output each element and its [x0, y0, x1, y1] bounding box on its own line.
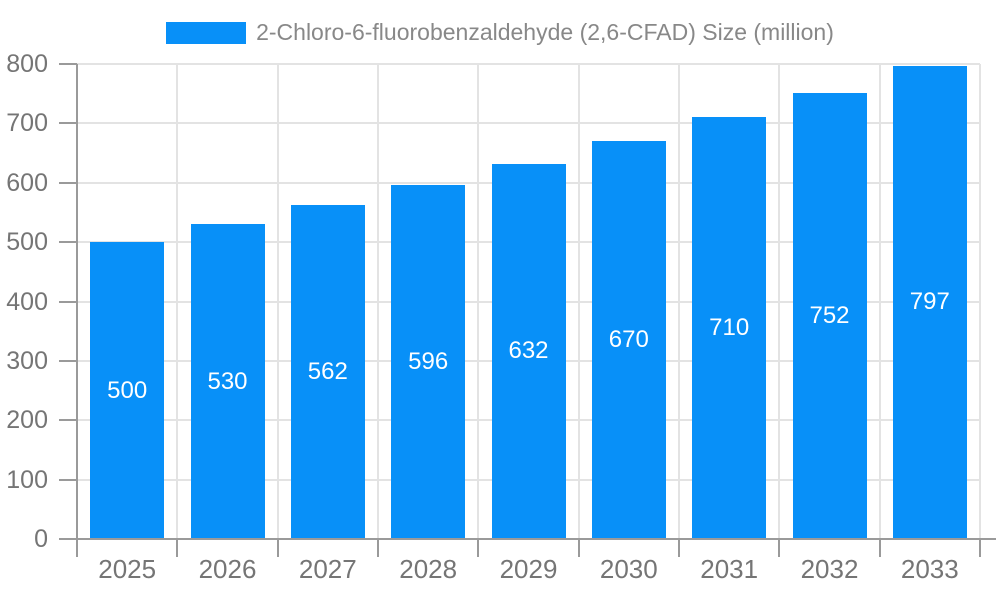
x-tick: [76, 539, 78, 557]
legend-label: 2-Chloro-6-fluorobenzaldehyde (2,6-CFAD)…: [256, 19, 834, 45]
bar-value-label: 797: [909, 288, 950, 316]
x-tick-label: 2026: [198, 554, 257, 584]
y-tick: [59, 122, 77, 125]
v-gridline: [577, 64, 580, 539]
x-tick: [678, 539, 680, 557]
y-tick: [59, 419, 77, 422]
h-gridline: [77, 122, 980, 125]
bar-value-label: 596: [408, 348, 449, 376]
y-tick-label: 800: [6, 50, 48, 78]
bar-value-label: 710: [709, 314, 750, 342]
x-tick-label: 2029: [499, 554, 558, 584]
bar-value-label: 500: [107, 376, 148, 404]
bar-value-label: 562: [307, 358, 348, 386]
bar[interactable]: 562: [290, 205, 365, 539]
x-tick: [276, 539, 279, 557]
bar[interactable]: 752: [792, 92, 867, 539]
x-tick: [577, 539, 580, 557]
v-gridline: [377, 64, 379, 539]
h-gridline: [77, 63, 980, 65]
bar[interactable]: 797: [892, 65, 967, 539]
y-axis-line: [76, 64, 78, 541]
x-tick-label: 2032: [800, 554, 859, 584]
legend-swatch-icon: [166, 21, 247, 44]
y-tick-label: 100: [6, 465, 48, 494]
x-tick-label: 2028: [399, 554, 458, 584]
x-tick: [477, 539, 480, 557]
y-tick-label: 300: [6, 346, 48, 375]
v-gridline: [778, 64, 781, 539]
bar-value-label: 530: [207, 367, 248, 395]
bar[interactable]: 500: [90, 242, 165, 539]
x-tick: [377, 539, 379, 557]
y-tick: [59, 181, 77, 184]
bar-value-label: 670: [608, 326, 649, 354]
v-gridline: [678, 64, 680, 539]
v-gridline: [477, 64, 480, 539]
y-tick-label: 500: [6, 228, 48, 257]
x-tick: [778, 539, 781, 557]
bar-value-label: 632: [508, 337, 549, 365]
x-tick-label: 2033: [900, 554, 959, 584]
bar-value-label: 752: [809, 301, 850, 329]
y-tick: [59, 300, 77, 303]
bar[interactable]: 632: [491, 163, 566, 539]
y-tick-label: 200: [6, 406, 48, 435]
x-tick: [878, 539, 881, 557]
x-axis-line: [59, 538, 996, 540]
y-tick: [59, 478, 77, 481]
y-tick: [59, 359, 77, 362]
x-tick-label: 2027: [298, 554, 357, 584]
x-tick-label: 2025: [98, 554, 157, 584]
y-tick-label: 400: [6, 287, 48, 316]
bar[interactable]: 530: [190, 224, 265, 539]
y-tick-label: 600: [6, 168, 48, 197]
x-tick: [979, 539, 981, 557]
v-gridline: [878, 64, 881, 539]
y-tick-label: 700: [6, 109, 48, 138]
x-tick-label: 2031: [700, 554, 759, 584]
y-tick: [59, 241, 77, 244]
bar[interactable]: 710: [692, 117, 767, 539]
v-gridline: [979, 64, 981, 539]
bar[interactable]: 596: [391, 185, 466, 539]
x-tick-label: 2030: [599, 554, 658, 584]
y-tick: [59, 63, 77, 65]
bar[interactable]: 670: [591, 141, 666, 539]
chart-legend[interactable]: 2-Chloro-6-fluorobenzaldehyde (2,6-CFAD)…: [0, 19, 1000, 46]
v-gridline: [176, 64, 179, 539]
y-tick-label: 0: [34, 525, 48, 553]
x-tick: [176, 539, 179, 557]
v-gridline: [276, 64, 279, 539]
